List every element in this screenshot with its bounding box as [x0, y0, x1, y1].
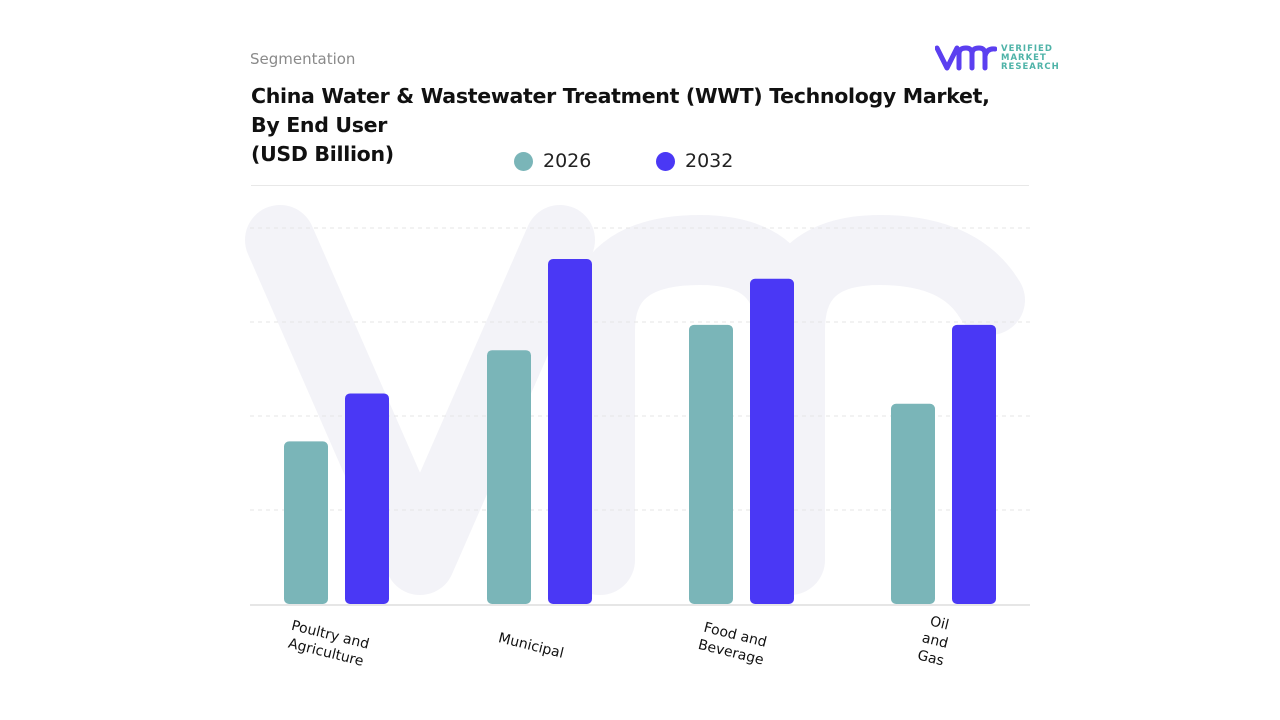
legend-item-2032: 2032: [656, 150, 733, 172]
title-line-3: (USD Billion): [251, 142, 394, 166]
segment-label: Segmentation: [250, 50, 356, 68]
logo-text-1: VERIFIED: [1001, 43, 1053, 54]
vmr-logo: VERIFIED MARKET RESEARCH: [935, 44, 1060, 72]
bar-2032-municipal: [548, 259, 592, 604]
bar-2026-oil-and-gas: [891, 403, 935, 604]
legend-label-2026: 2026: [543, 150, 592, 172]
title-line-2: By End User: [251, 113, 388, 137]
vmr-logo-mark: [935, 45, 997, 71]
title-line-1: China Water & Wastewater Treatment (WWT)…: [251, 84, 990, 108]
logo-text-3: RESEARCH: [1001, 61, 1060, 72]
bar-2032-oil-and-gas: [952, 324, 996, 604]
bar-2032-food-and-beverage: [750, 278, 794, 604]
bar-2026-food-and-beverage: [689, 324, 733, 604]
logo-text-2: MARKET: [1001, 52, 1047, 63]
legend-item-2026: 2026: [514, 150, 591, 172]
bar-2032-poultry-and-agriculture: [345, 393, 389, 604]
header-divider: [251, 185, 1029, 186]
legend-swatch-2032: [656, 151, 675, 171]
bar-2026-poultry-and-agriculture: [284, 441, 328, 604]
legend-swatch-2026: [514, 151, 533, 171]
bar-2026-municipal: [487, 350, 531, 604]
legend-label-2032: 2032: [685, 150, 734, 172]
chart-title: China Water & Wastewater Treatment (WWT)…: [251, 82, 990, 169]
